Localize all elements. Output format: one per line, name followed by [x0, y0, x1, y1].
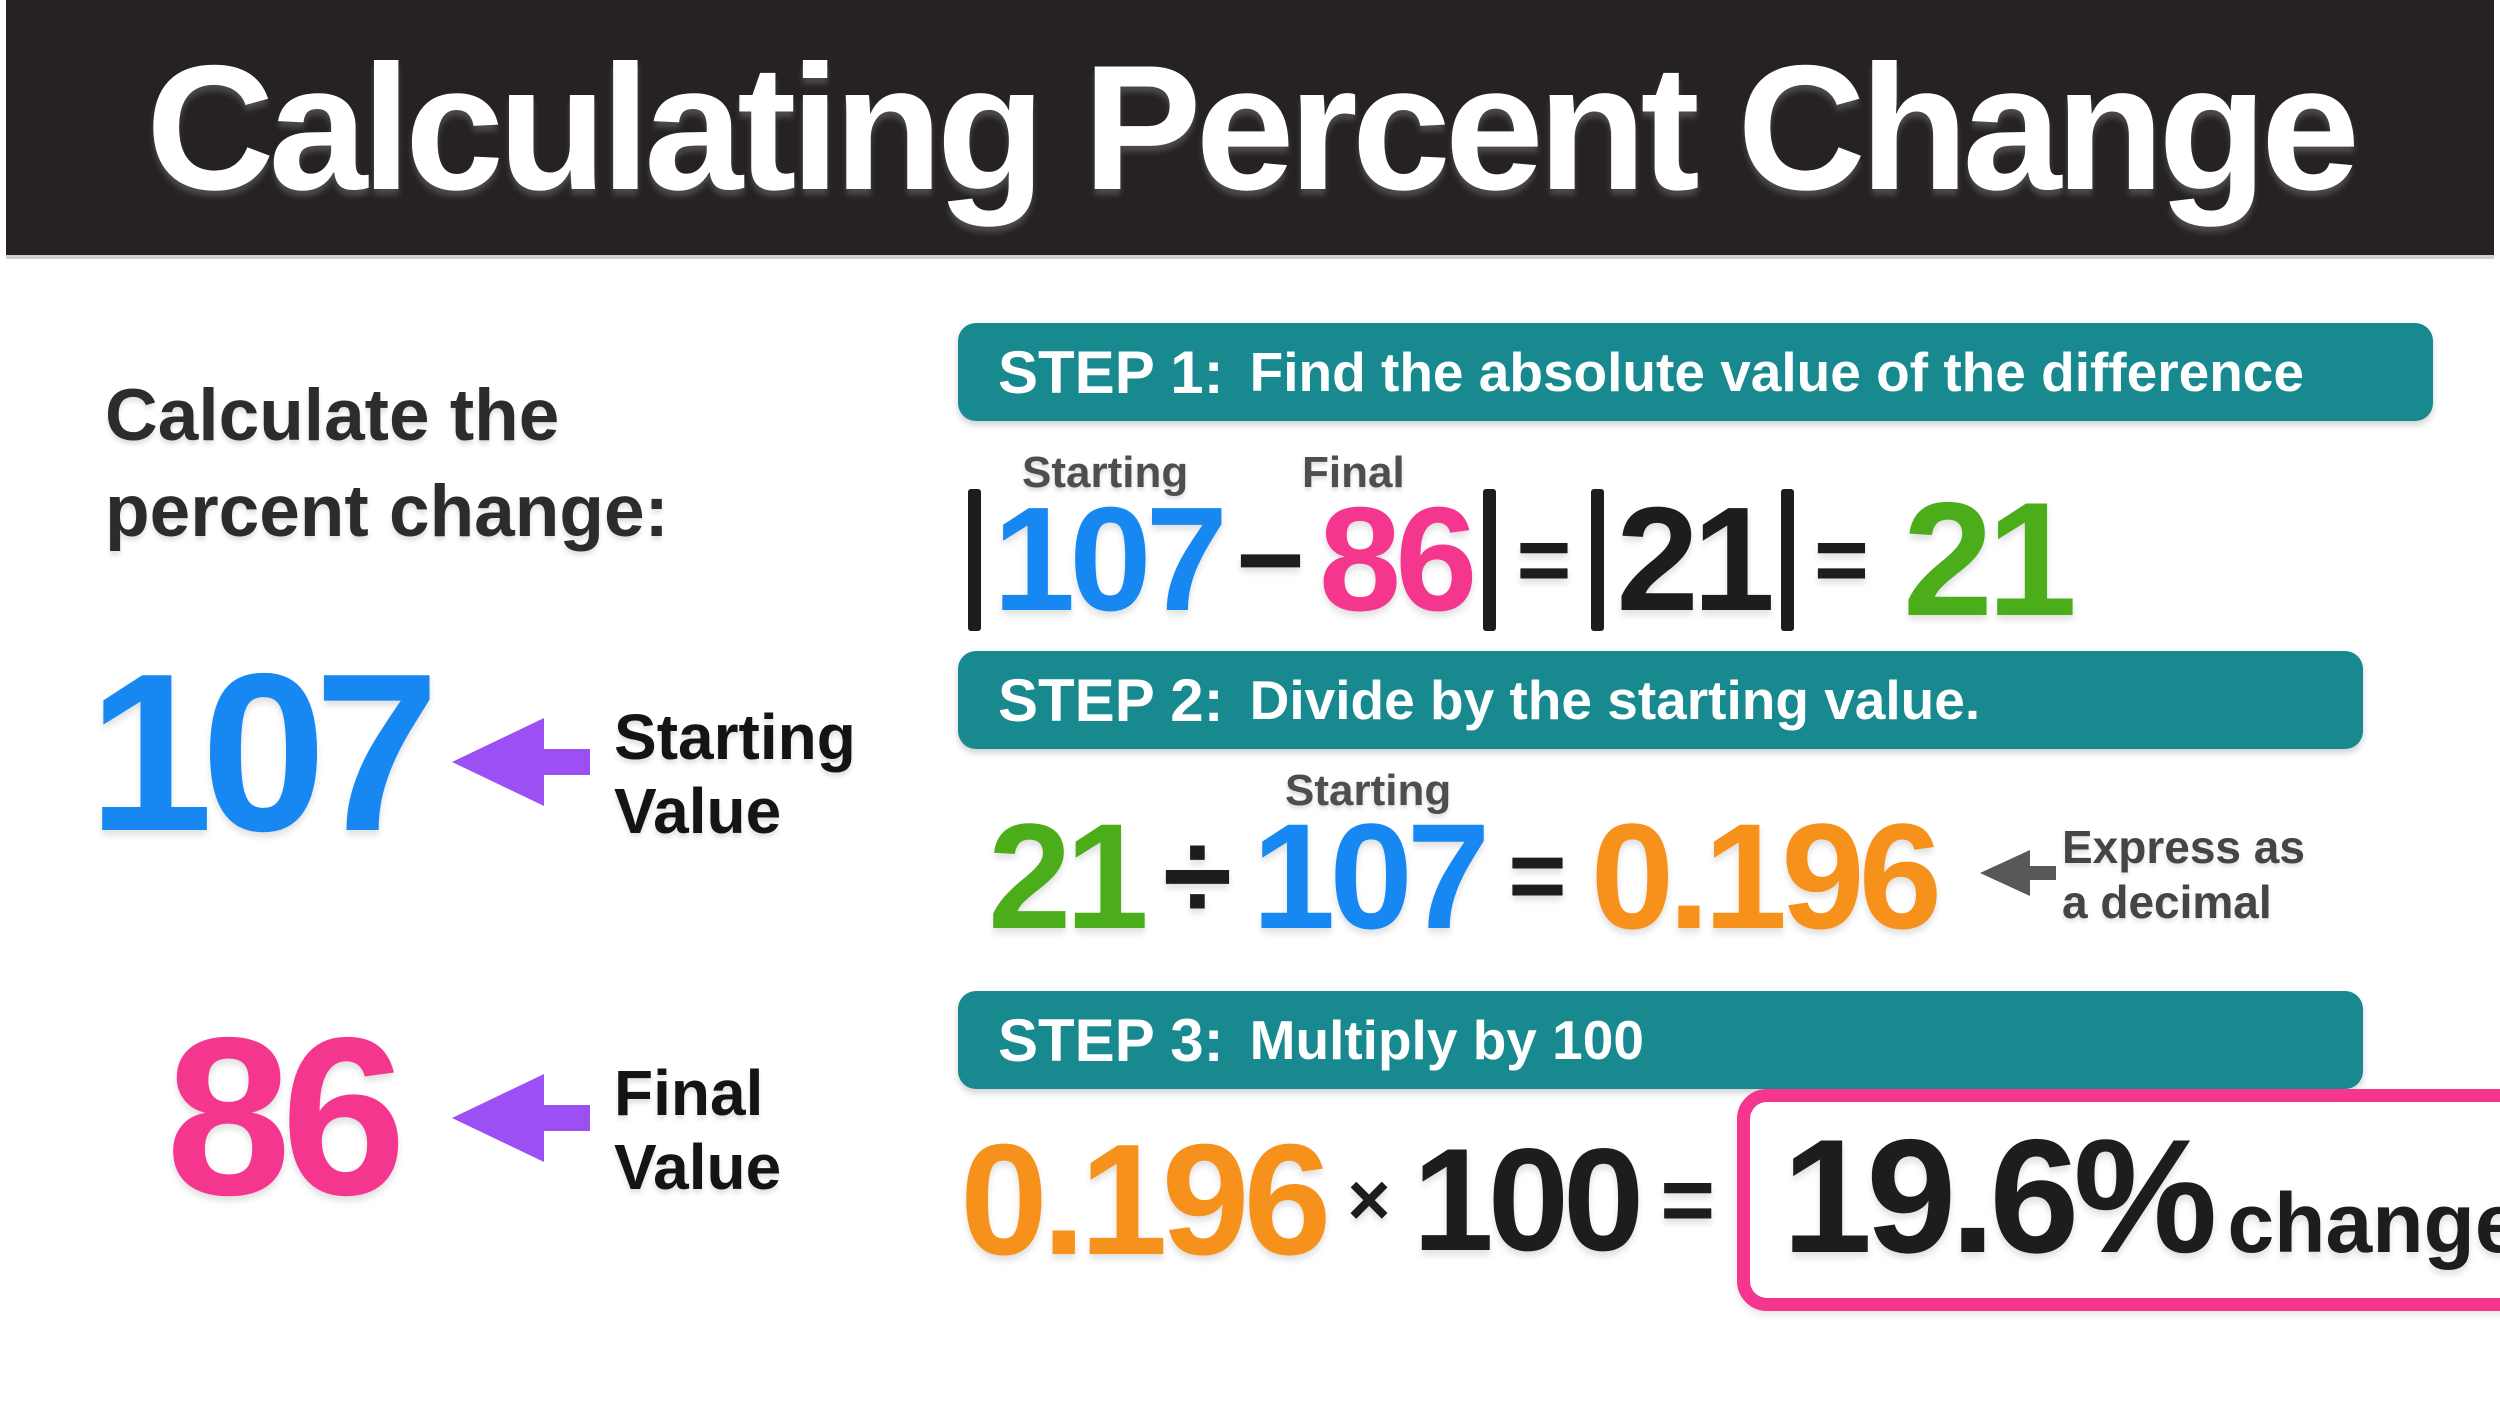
starting-value-label: Starting Value — [614, 700, 856, 848]
intro-prompt: Calculate the percent change: — [105, 368, 669, 561]
equals-sign: = — [1516, 507, 1572, 612]
absolute-value-bar-icon — [1591, 489, 1605, 631]
eq1-final-label: Final — [1302, 448, 1405, 497]
final-value-label-line-2: Value — [614, 1131, 782, 1204]
step2-heading: Divide by the starting value. — [1249, 669, 1981, 731]
starting-value-label-line-1: Starting — [614, 701, 856, 773]
eq2-difference: 21 — [988, 792, 1149, 960]
absolute-value-bar-icon — [1483, 489, 1497, 631]
step1-heading: Find the absolute value of the differenc… — [1249, 341, 2304, 403]
step3-equation: 0.196 × 100 = 19.6% change — [960, 1089, 2500, 1311]
percent-change-result-box: 19.6% change — [1737, 1089, 2500, 1311]
express-decimal-note: Express as a decimal — [2062, 820, 2305, 930]
express-decimal-note-line-2: a decimal — [2062, 876, 2272, 929]
eq3-decimal: 0.196 — [960, 1112, 1331, 1288]
equals-sign: = — [1814, 507, 1869, 612]
arrow-triangle — [452, 1074, 544, 1162]
eq1-final-value: 86 — [1318, 477, 1478, 642]
final-value-label-line-1: Final — [614, 1057, 764, 1129]
eq2-result: 0.196 — [1590, 792, 1942, 960]
express-decimal-arrow-left-icon — [1980, 850, 2056, 896]
express-decimal-note-line-1: Express as — [2062, 821, 2305, 873]
starting-value-label-line-2: Value — [614, 775, 782, 848]
percent-change-result: 19.6% — [1782, 1106, 2217, 1288]
final-value-arrow-left-icon — [452, 1074, 590, 1162]
absolute-value-bar-icon — [1781, 489, 1795, 631]
equals-sign: = — [1508, 820, 1567, 932]
eq1-result: 21 — [1902, 469, 2077, 650]
step3-tag: STEP 3: — [998, 1006, 1224, 1074]
intro-line-2: percent change: — [105, 471, 669, 553]
arrow-tail — [544, 749, 590, 775]
eq1-starting-value: 107 — [993, 477, 1228, 642]
eq1-abs-value: 21 — [1616, 477, 1775, 642]
divide-sign: ÷ — [1162, 805, 1233, 946]
percent-change-suffix: change — [2227, 1176, 2500, 1271]
step2-tag: STEP 2: — [998, 666, 1224, 734]
arrow-triangle — [1980, 850, 2030, 896]
arrow-tail — [544, 1105, 590, 1131]
eq2-starting-value: 107 — [1252, 792, 1490, 960]
starting-value-arrow-left-icon — [452, 718, 590, 806]
page-title: Calculating Percent Change — [146, 27, 2360, 227]
multiply-sign: × — [1347, 1158, 1391, 1241]
step1-tag: STEP 1: — [998, 338, 1224, 406]
arrow-triangle — [452, 718, 544, 806]
eq2-starting-label: Starting — [1285, 766, 1452, 815]
step1-banner: STEP 1: Find the absolute value of the d… — [958, 323, 2433, 421]
title-banner: Calculating Percent Change — [6, 0, 2494, 259]
eq1-starting-label: Starting — [1022, 448, 1189, 497]
arrow-tail — [2030, 866, 2056, 880]
step3-heading: Multiply by 100 — [1249, 1009, 1644, 1071]
minus-sign: − — [1235, 494, 1305, 626]
step1-equation: 107 − 86 = 21 = 21 — [968, 469, 2077, 650]
step3-banner: STEP 3: Multiply by 100 — [958, 991, 2363, 1089]
equals-sign: = — [1660, 1147, 1716, 1252]
step2-banner: STEP 2: Divide by the starting value. — [958, 651, 2363, 749]
final-value-number: 86 — [166, 990, 406, 1242]
final-value-label: Final Value — [614, 1056, 781, 1204]
eq3-hundred: 100 — [1412, 1118, 1645, 1281]
intro-line-1: Calculate the — [105, 375, 560, 456]
starting-value-number: 107 — [88, 626, 439, 878]
step2-equation: 21 ÷ 107 = 0.196 — [988, 792, 1942, 960]
absolute-value-bar-icon — [968, 489, 981, 631]
